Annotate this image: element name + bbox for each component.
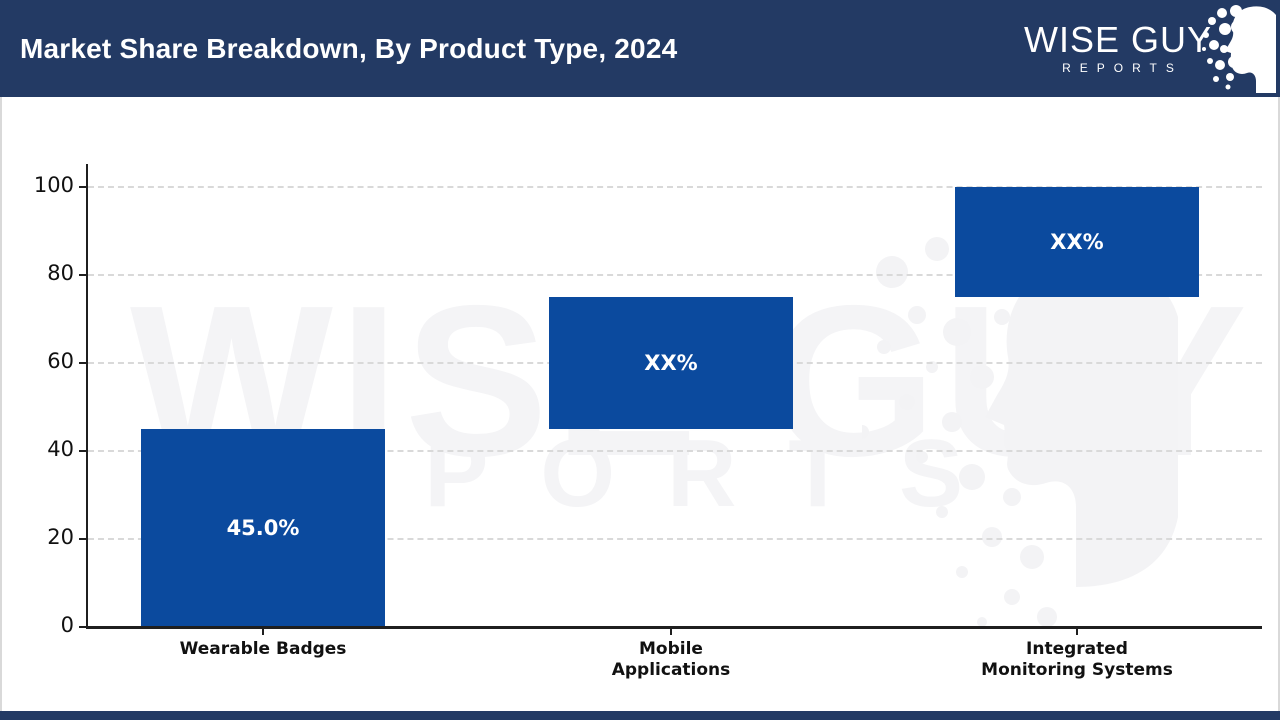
y-axis-tick [79,186,87,188]
y-axis-tick-label: 60 [47,349,74,373]
x-category-label-line: Applications [611,660,731,680]
y-axis-tick-label: 100 [33,173,74,197]
bar-segment: XX% [955,187,1199,297]
head-profile-icon [1202,4,1276,93]
x-category-label: Mobile Applications [511,639,831,681]
x-axis-tick [262,629,264,635]
bar-value-label: XX% [1050,230,1104,254]
x-axis-tick [670,629,672,635]
y-axis-tick [79,626,87,628]
y-axis-tick [79,274,87,276]
gridline [88,450,1262,452]
x-category-label-line: Monitoring Systems [981,660,1173,680]
y-axis-line [86,164,88,629]
wise-guy-reports-logo: WISE GUY REPORTS [1023,4,1276,93]
gridline [88,274,1262,276]
header-bar: Market Share Breakdown, By Product Type,… [0,0,1280,97]
x-category-label: Wearable Badges [103,639,423,660]
y-axis-tick-label: 80 [47,261,74,285]
bar-segment: XX% [549,297,793,429]
bar-value-label: XX% [644,351,698,375]
y-axis-tick [79,450,87,452]
bar-segment: 45.0% [141,429,385,627]
logo-wordmark: WISE GUY [1023,19,1212,60]
footer-bar [0,711,1280,720]
y-axis-tick-label: 20 [47,525,74,549]
x-category-label-line: Wearable Badges [179,639,347,659]
gridline [88,186,1262,188]
x-axis-tick [1076,629,1078,635]
y-axis-tick-label: 0 [60,613,74,637]
y-axis-tick-label: 40 [47,437,74,461]
x-axis-line [86,626,1262,629]
logo-subtitle: REPORTS [1062,61,1183,75]
gridline [88,538,1262,540]
logo-text: WISE GUY REPORTS [1023,19,1212,76]
y-axis-tick [79,362,87,364]
chart-title: Market Share Breakdown, By Product Type,… [20,32,678,64]
bar-value-label: 45.0% [226,516,300,540]
y-axis-tick [79,538,87,540]
x-category-label-line: Integrated [1026,639,1128,659]
x-category-label: Integrated Monitoring Systems [917,639,1237,681]
x-category-label-line: Mobile [639,639,703,659]
